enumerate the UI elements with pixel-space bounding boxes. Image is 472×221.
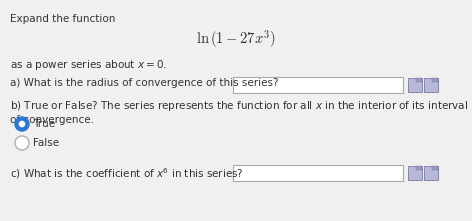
FancyBboxPatch shape (408, 78, 422, 92)
Text: $\mathrm{ln}\,(1 - 27x^3)$: $\mathrm{ln}\,(1 - 27x^3)$ (196, 28, 276, 50)
FancyBboxPatch shape (416, 78, 422, 82)
Text: c) What is the coefficient of $x^6$ in this series?: c) What is the coefficient of $x^6$ in t… (10, 166, 244, 181)
FancyBboxPatch shape (233, 77, 403, 93)
FancyBboxPatch shape (416, 166, 422, 170)
Text: as a power series about $x = 0$.: as a power series about $x = 0$. (10, 58, 167, 72)
FancyBboxPatch shape (424, 166, 438, 180)
FancyBboxPatch shape (408, 166, 422, 180)
Circle shape (15, 117, 29, 131)
Circle shape (19, 121, 25, 127)
Text: False: False (33, 138, 59, 148)
Circle shape (15, 136, 29, 150)
Text: True: True (33, 119, 55, 129)
Text: a) What is the radius of convergence of this series?: a) What is the radius of convergence of … (10, 78, 278, 88)
Text: Expand the function: Expand the function (10, 14, 115, 24)
FancyBboxPatch shape (424, 78, 438, 92)
FancyBboxPatch shape (432, 78, 438, 82)
FancyBboxPatch shape (233, 165, 403, 181)
Text: b) True or False? The series represents the function for all $x$ in the interior: b) True or False? The series represents … (10, 99, 468, 125)
FancyBboxPatch shape (432, 166, 438, 170)
